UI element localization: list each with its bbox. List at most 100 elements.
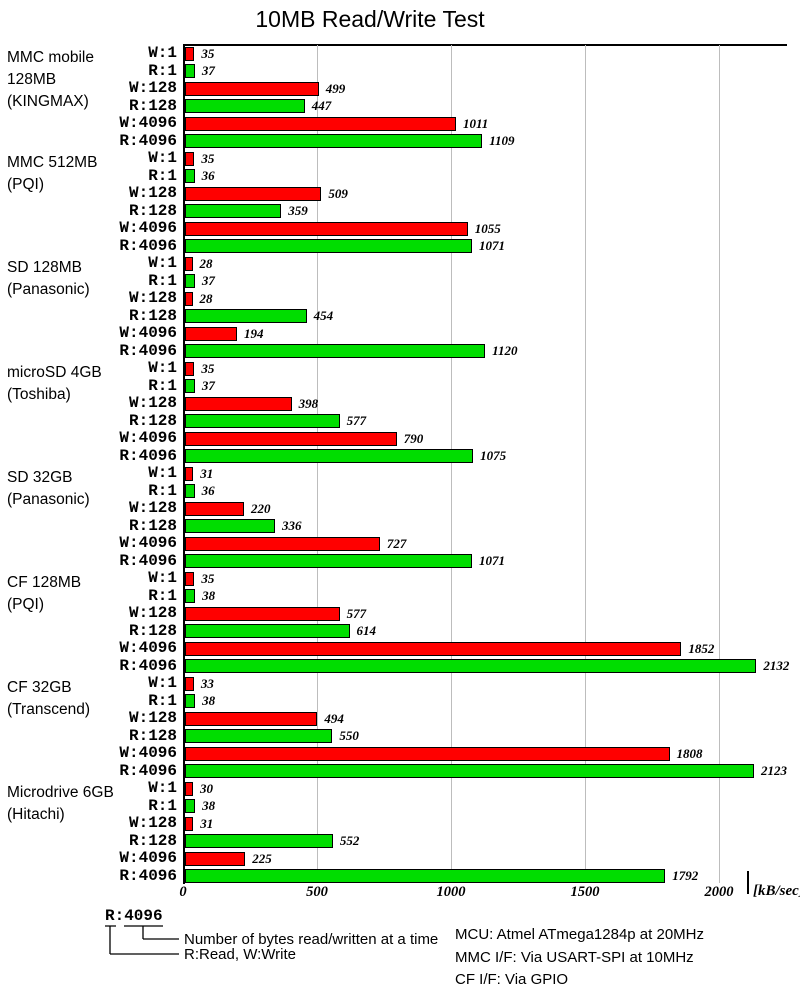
plot-top-border bbox=[183, 44, 787, 46]
bar-r-4096 bbox=[185, 239, 473, 253]
footer-info-line-mcu: MCU: Atmel ATmega1284p at 20MHz bbox=[455, 926, 704, 943]
bar-row-label: W:4096 bbox=[119, 849, 177, 867]
bar-r-128 bbox=[185, 519, 276, 533]
legend-callout-lines-icon bbox=[105, 925, 179, 955]
bar-r-4096 bbox=[185, 134, 483, 148]
bar-value-label: 790 bbox=[403, 430, 424, 446]
bar-row-label: W:4096 bbox=[119, 744, 177, 762]
bar-row-label: W:4096 bbox=[119, 639, 177, 657]
bar-r-128 bbox=[185, 99, 305, 113]
bar-row-label: R:4096 bbox=[119, 341, 177, 360]
gridline-500 bbox=[317, 45, 318, 883]
group-label-line: (Transcend) bbox=[7, 701, 90, 718]
bar-row-label: W:128 bbox=[128, 289, 177, 307]
gridline-1500 bbox=[585, 45, 586, 883]
bar-r-1 bbox=[185, 379, 195, 393]
bar-value-label: 31 bbox=[200, 465, 214, 481]
bar-value-label: 225 bbox=[252, 850, 272, 866]
bar-value-label: 1109 bbox=[489, 133, 515, 148]
bar-value-label: 1055 bbox=[474, 220, 501, 236]
bar-value-label: 28 bbox=[199, 290, 213, 306]
axis-unit-label: [kB/sec] bbox=[753, 883, 800, 899]
bar-row-label: W:1 bbox=[148, 569, 177, 587]
y-axis-line bbox=[183, 44, 185, 884]
group-label: CF 128MB (PQI) bbox=[7, 572, 179, 616]
bar-value-label: 35 bbox=[201, 45, 215, 61]
bar-row-label: W:128 bbox=[128, 604, 177, 622]
group-label: SD 32GB (Panasonic) bbox=[7, 467, 179, 511]
bar-row-label: W:4096 bbox=[119, 219, 177, 237]
bar-row-label: W:128 bbox=[128, 499, 177, 517]
bar-value-label: 359 bbox=[288, 203, 308, 218]
bar-r-128 bbox=[185, 414, 340, 428]
bar-r-4096 bbox=[185, 449, 474, 463]
bar-w-1 bbox=[185, 361, 195, 376]
footer-info-line-cf-if: CF I/F: Via GPIO bbox=[455, 971, 569, 988]
bar-row-label: R:1 bbox=[148, 481, 177, 500]
group-label: SD 128MB (Panasonic) bbox=[7, 257, 179, 301]
bar-r-1 bbox=[185, 169, 195, 183]
bar-value-label: 37 bbox=[201, 273, 215, 288]
bar-w-1 bbox=[185, 571, 195, 586]
bar-row-label: R:1 bbox=[148, 796, 177, 815]
bar-row-label: R:128 bbox=[128, 726, 177, 745]
bar-row-label: W:4096 bbox=[119, 429, 177, 447]
axis-end-tick bbox=[747, 871, 749, 894]
bar-row-label: W:128 bbox=[128, 814, 177, 832]
bar-r-1 bbox=[185, 799, 196, 813]
bar-value-label: 550 bbox=[339, 728, 359, 743]
bar-w-4096 bbox=[185, 221, 468, 236]
bar-r-4096 bbox=[185, 764, 754, 778]
bar-value-label: 509 bbox=[328, 185, 348, 201]
bar-value-label: 577 bbox=[346, 605, 367, 621]
bar-w-128 bbox=[185, 711, 318, 726]
bar-value-label: 35 bbox=[201, 360, 215, 376]
bar-w-1 bbox=[185, 256, 193, 271]
group-label: CF 32GB (Transcend) bbox=[7, 677, 179, 721]
bar-row-label: R:4096 bbox=[119, 866, 177, 885]
bar-row-label: W:128 bbox=[128, 79, 177, 97]
bar-row-label: W:1 bbox=[148, 359, 177, 377]
bar-w-4096 bbox=[185, 431, 397, 446]
bar-value-label: 727 bbox=[386, 535, 407, 551]
group-label: microSD 4GB (Toshiba) bbox=[7, 362, 179, 406]
bar-row-label: W:128 bbox=[128, 709, 177, 727]
bar-value-label: 194 bbox=[243, 325, 264, 341]
x-tick-label-1500: 1500 bbox=[570, 884, 600, 900]
group-label: MMC mobile 128MB (KINGMAX) bbox=[7, 47, 179, 113]
legend-bytes-note: Number of bytes read/written at a time bbox=[184, 931, 439, 948]
bar-value-label: 336 bbox=[282, 518, 302, 533]
bar-row-label: W:4096 bbox=[119, 534, 177, 552]
bar-value-label: 614 bbox=[356, 623, 377, 638]
bar-row-label: W:1 bbox=[148, 149, 177, 167]
bar-value-label: 38 bbox=[202, 588, 216, 603]
bar-r-4096 bbox=[185, 344, 486, 358]
bar-row-label: R:1 bbox=[148, 691, 177, 710]
bar-row-label: W:1 bbox=[148, 464, 177, 482]
bar-w-1 bbox=[185, 781, 194, 796]
bar-value-label: 28 bbox=[199, 255, 213, 271]
group-label-line: Microdrive 6GB bbox=[7, 784, 114, 801]
bar-row-label: R:128 bbox=[128, 96, 177, 115]
bar-value-label: 494 bbox=[324, 710, 344, 726]
bar-r-128 bbox=[185, 834, 333, 848]
bar-w-128 bbox=[185, 81, 319, 96]
bar-w-128 bbox=[185, 816, 194, 831]
group-label-line: MMC 512MB bbox=[7, 154, 98, 171]
bar-w-4096 bbox=[185, 851, 246, 866]
bar-row-label: W:128 bbox=[128, 394, 177, 412]
bar-row-label: R:1 bbox=[148, 271, 177, 290]
group-label-line: SD 128MB bbox=[7, 259, 82, 276]
bar-value-label: 1071 bbox=[479, 553, 506, 568]
bar-r-4096 bbox=[185, 554, 473, 568]
bar-row-label: W:4096 bbox=[119, 324, 177, 342]
x-tick-label-2000: 2000 bbox=[704, 884, 734, 900]
bar-value-label: 30 bbox=[200, 780, 214, 796]
group-label-line: CF 32GB bbox=[7, 679, 72, 696]
gridline-2000 bbox=[719, 45, 720, 883]
bar-w-4096 bbox=[185, 641, 682, 656]
bar-row-label: W:128 bbox=[128, 184, 177, 202]
bar-r-4096 bbox=[185, 869, 666, 883]
bar-row-label: R:128 bbox=[128, 621, 177, 640]
bar-value-label: 398 bbox=[298, 395, 319, 411]
